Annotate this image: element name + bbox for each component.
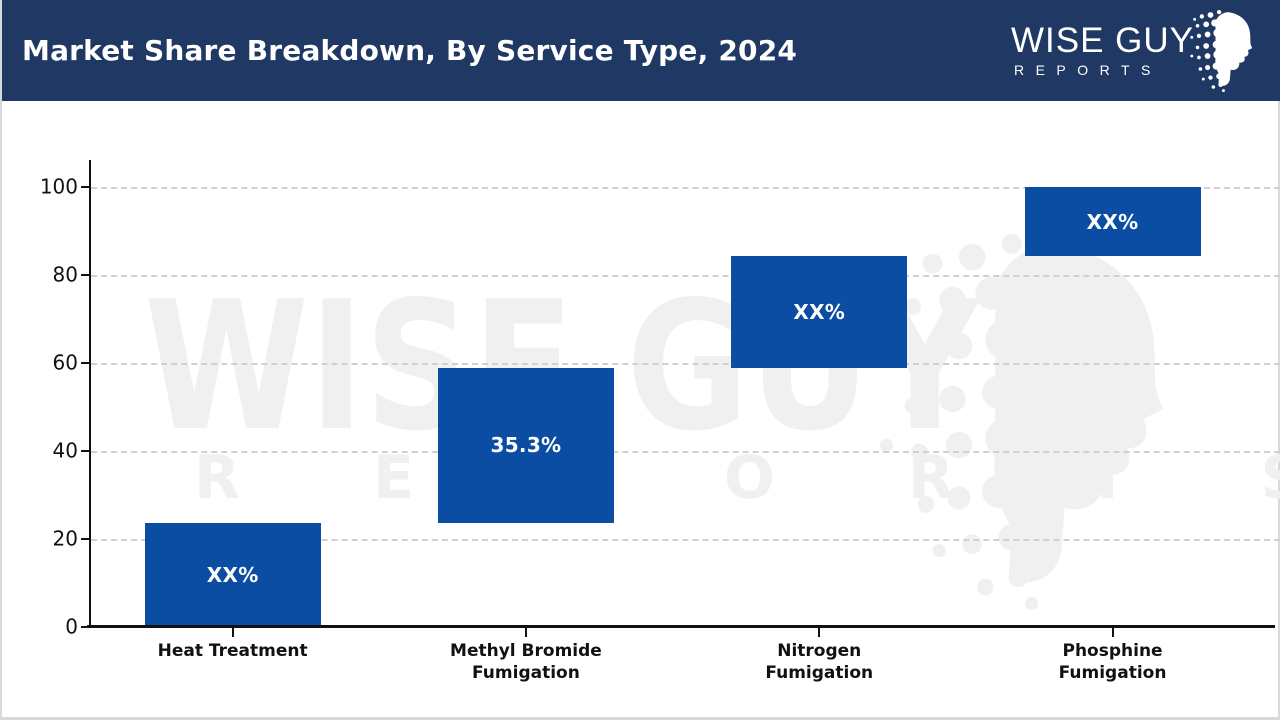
y-tick-0 bbox=[81, 626, 90, 628]
x-label-heat-treatment: Heat Treatment bbox=[157, 641, 308, 661]
bar-methyl-bromide-fumigation: 35.3% bbox=[437, 367, 614, 524]
y-tick-20 bbox=[81, 538, 90, 540]
bar-value-label: XX% bbox=[793, 299, 846, 324]
y-tick-label-80: 80 bbox=[52, 262, 78, 287]
brand-subname: REPORTS bbox=[1013, 62, 1162, 78]
y-tick-60 bbox=[81, 362, 90, 364]
y-axis bbox=[89, 160, 91, 628]
x-tick-nitrogen-fumigation bbox=[818, 628, 821, 637]
gridline-40 bbox=[91, 451, 1280, 453]
gridline-60 bbox=[91, 363, 1280, 365]
x-label-methyl-bromide-fumigation: Methyl Bromide Fumigation bbox=[450, 641, 602, 683]
y-tick-80 bbox=[81, 274, 90, 276]
y-tick-label-100: 100 bbox=[39, 174, 78, 199]
header-bar: Market Share Breakdown, By Service Type,… bbox=[2, 0, 1280, 101]
x-label-nitrogen-fumigation: Nitrogen Fumigation bbox=[765, 641, 874, 683]
y-tick-40 bbox=[81, 450, 90, 452]
y-tick-label-60: 60 bbox=[52, 350, 78, 375]
chart-title: Market Share Breakdown, By Service Type,… bbox=[22, 34, 798, 67]
dotted-head-logo-icon bbox=[1186, 7, 1258, 95]
y-tick-100 bbox=[81, 186, 90, 188]
x-label-phosphine-fumigation: Phosphine Fumigation bbox=[1058, 641, 1167, 683]
bar-phosphine-fumigation: XX% bbox=[1024, 187, 1201, 257]
brand-wordmark: WISE GUY REPORTS bbox=[1011, 23, 1194, 78]
x-axis bbox=[87, 625, 1275, 628]
brand-logo: WISE GUY REPORTS bbox=[1011, 7, 1258, 95]
bar-nitrogen-fumigation: XX% bbox=[731, 256, 908, 368]
y-tick-label-0: 0 bbox=[65, 614, 78, 639]
bar-heat-treatment: XX% bbox=[144, 523, 321, 627]
gridline-80 bbox=[91, 275, 1280, 277]
watermark-head-icon bbox=[860, 222, 1190, 622]
gridline-20 bbox=[91, 539, 1280, 541]
bar-value-label: 35.3% bbox=[490, 433, 562, 458]
bar-value-label: XX% bbox=[1086, 209, 1139, 234]
y-tick-label-40: 40 bbox=[52, 438, 78, 463]
x-tick-heat-treatment bbox=[231, 628, 234, 637]
bar-value-label: XX% bbox=[206, 563, 259, 588]
y-tick-label-20: 20 bbox=[52, 526, 78, 551]
x-tick-methyl-bromide-fumigation bbox=[524, 628, 527, 637]
x-tick-phosphine-fumigation bbox=[1111, 628, 1114, 637]
gridline-100 bbox=[91, 187, 1280, 189]
brand-name: WISE GUY bbox=[1010, 21, 1194, 60]
